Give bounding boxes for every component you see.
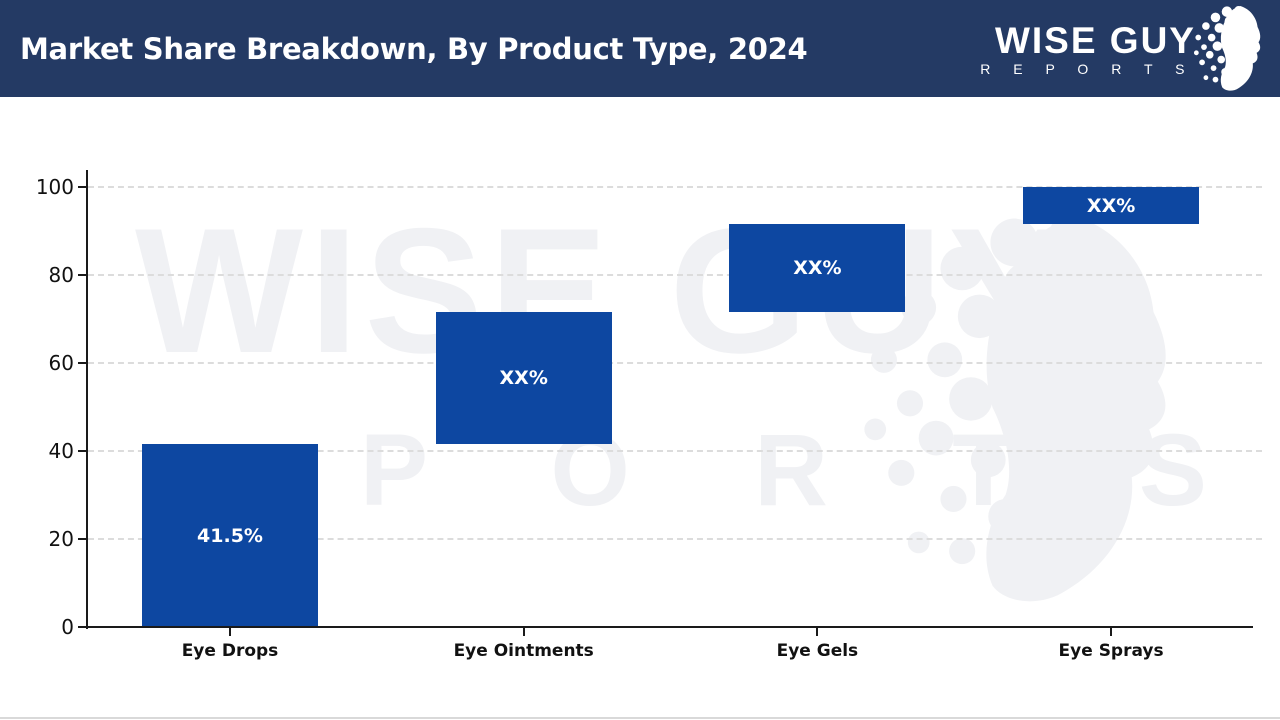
x-tick-label: Eye Drops: [181, 641, 279, 661]
logo-wordmark: WISE GUY: [994, 19, 1196, 61]
y-tick-label: 80: [48, 263, 74, 287]
x-tick: [522, 628, 525, 636]
y-tick: [78, 274, 86, 276]
y-tick: [78, 362, 86, 364]
logo-subtitle: R E P O R T S: [980, 60, 1194, 77]
bar-value-label: XX%: [499, 367, 548, 390]
y-tick-label: 0: [61, 615, 74, 639]
wise-guy-logo: WISE GUY R E P O R T S: [980, 5, 1270, 93]
y-tick-label: 40: [48, 439, 74, 463]
watermark-head-icon: [864, 216, 1166, 602]
gridline-y80: [88, 274, 1262, 276]
x-tick-label: Eye Ointments: [453, 641, 594, 661]
x-tick: [816, 628, 819, 636]
bar-value-label: XX%: [793, 257, 842, 280]
gridline-y40: [88, 450, 1262, 452]
x-tick-label: Eye Sprays: [1058, 641, 1164, 661]
gridline-y60: [88, 362, 1262, 364]
y-tick-label: 20: [48, 527, 74, 551]
gridline-y100: [88, 186, 1262, 188]
header-bar: Market Share Breakdown, By Product Type,…: [0, 0, 1280, 97]
x-tick-label: Eye Gels: [776, 641, 859, 661]
bar-eye-gels: XX%: [729, 224, 906, 313]
chart-title: Market Share Breakdown, By Product Type,…: [20, 31, 808, 66]
y-tick: [78, 450, 86, 452]
gridline-y20: [88, 538, 1262, 540]
y-axis-line: [86, 170, 88, 629]
bar-value-label: XX%: [1086, 194, 1136, 217]
bar-value-label: 41.5%: [197, 524, 263, 547]
logo-text: WISE GUY R E P O R T S: [980, 22, 1196, 76]
bar-eye-drops: 41.5%: [142, 444, 318, 627]
x-tick: [229, 628, 231, 636]
y-tick-label: 60: [48, 351, 74, 375]
chart-area: WISE GUY P O R T S 41.5% Eye Drops XX% Eye …: [0, 97, 1280, 717]
x-tick: [1110, 628, 1113, 636]
y-tick-label: 100: [35, 175, 74, 199]
y-tick: [78, 626, 86, 628]
bar-eye-sprays: XX%: [1023, 187, 1200, 225]
bar-eye-ointments: XX%: [435, 312, 612, 445]
x-axis-line: [86, 626, 1253, 628]
y-tick: [78, 538, 86, 540]
logo-head-icon: [1193, 5, 1261, 91]
y-tick: [78, 186, 86, 188]
